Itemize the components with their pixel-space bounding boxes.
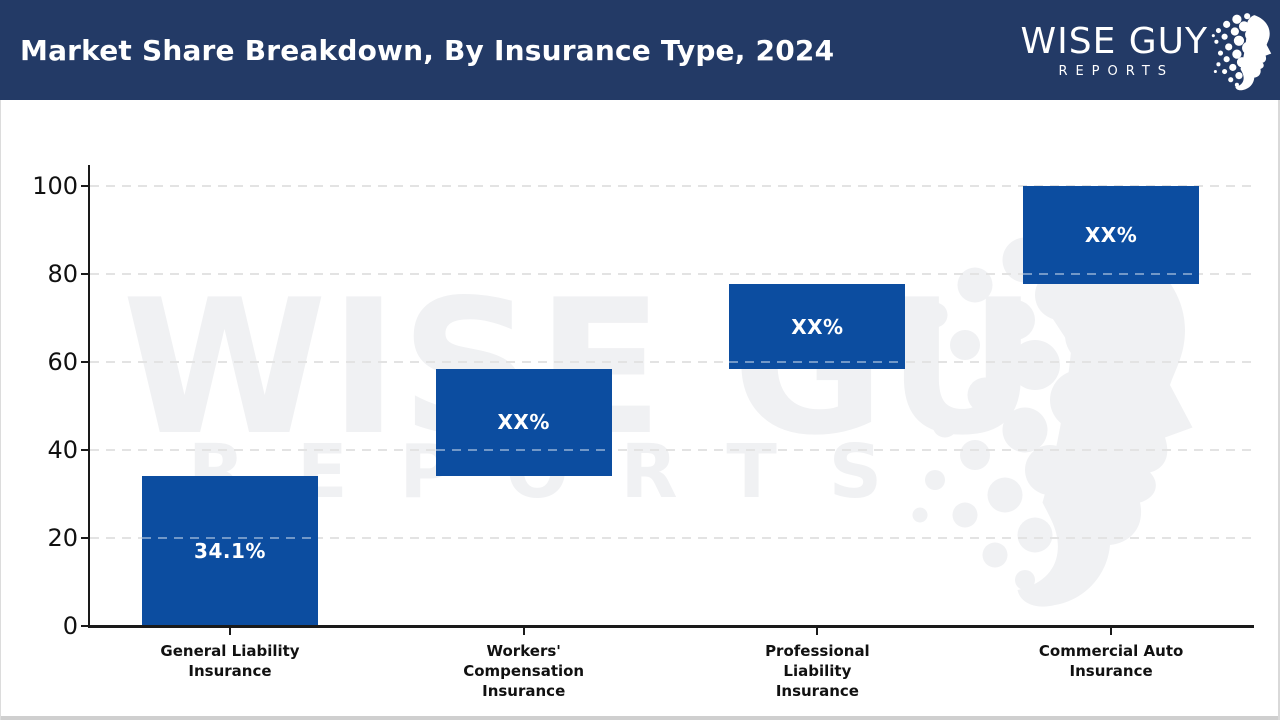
x-category-label-line: Insurance — [775, 682, 859, 700]
bar-value-label-1: 34.1% — [194, 538, 266, 563]
y-tick-label-80: 80 — [47, 260, 78, 288]
left-border — [0, 100, 1, 720]
bar-segment-3: XX% — [729, 284, 906, 370]
y-tick-label-60: 60 — [47, 348, 78, 376]
x-tickmark-4 — [1110, 628, 1113, 635]
y-axis-spine — [88, 165, 90, 627]
logo-face-icon — [1211, 13, 1272, 91]
x-tickmark-2 — [522, 628, 525, 635]
x-category-label-line: Insurance — [482, 682, 566, 700]
gridline-over-bar — [435, 448, 612, 451]
wiseguy-logo: WISE GUY REPORTS — [1021, 8, 1273, 94]
x-category-label-line: Workers' — [486, 642, 561, 660]
y-tickmark-20 — [81, 537, 89, 539]
bar-segment-4: XX% — [1023, 186, 1200, 285]
bar-value-label-4: XX% — [1084, 223, 1138, 248]
y-tick-label-40: 40 — [47, 436, 78, 464]
y-tickmark-100 — [81, 185, 89, 187]
logo-wordmark: WISE GUY — [1020, 20, 1208, 62]
x-category-label-3: Professional Liability Insurance — [697, 641, 937, 701]
x-tickmark-1 — [229, 628, 231, 635]
page-title: Market Share Breakdown, By Insurance Typ… — [20, 33, 835, 67]
y-tickmark-0 — [81, 625, 89, 627]
y-tickmark-60 — [81, 361, 89, 363]
x-category-label-line: Compensation — [463, 662, 585, 680]
x-category-label-line: General Liability — [160, 642, 300, 660]
gridline-y-80 — [90, 273, 1252, 275]
gridline-y-60 — [90, 361, 1252, 363]
gridline-over-bar — [1023, 273, 1200, 275]
x-category-label-line: Insurance — [188, 662, 272, 680]
y-tick-label-0: 0 — [62, 612, 78, 640]
y-tickmark-80 — [81, 273, 89, 275]
header-bar: Market Share Breakdown, By Insurance Typ… — [0, 0, 1280, 100]
gridline-over-bar — [142, 536, 318, 539]
x-category-label-line: Commercial Auto — [1038, 642, 1184, 660]
x-category-label-line: Insurance — [1069, 662, 1153, 680]
bar-value-label-2: XX% — [497, 410, 550, 435]
gridline-over-bar — [729, 360, 906, 363]
x-category-label-1: General Liability Insurance — [110, 641, 350, 681]
y-tick-label-100: 100 — [32, 172, 78, 200]
right-border — [1278, 100, 1280, 720]
gridline-y-100 — [90, 185, 1252, 187]
y-tickmark-40 — [81, 449, 89, 451]
gridline-y-40 — [90, 449, 1252, 451]
bar-segment-2: XX% — [435, 369, 612, 476]
bar-value-label-3: XX% — [791, 314, 844, 339]
x-tickmark-3 — [816, 628, 819, 635]
x-axis-spine — [88, 625, 1254, 628]
x-category-label-4: Commercial Auto Insurance — [991, 641, 1231, 681]
watermark-wordmark: WISE GUY — [122, 259, 1177, 476]
y-tick-label-20: 20 — [47, 524, 78, 552]
x-category-label-line: Liability — [783, 662, 852, 680]
x-category-label-line: Professional — [765, 642, 870, 660]
logo-subtext: REPORTS — [1058, 63, 1175, 79]
bar-segment-1: 34.1% — [142, 475, 318, 626]
logo-wordmark-block: WISE GUY REPORTS — [1020, 20, 1209, 79]
bottom-border — [0, 716, 1280, 720]
gridline-y-20 — [90, 537, 1252, 539]
x-category-label-2: Workers' Compensation Insurance — [404, 641, 644, 701]
